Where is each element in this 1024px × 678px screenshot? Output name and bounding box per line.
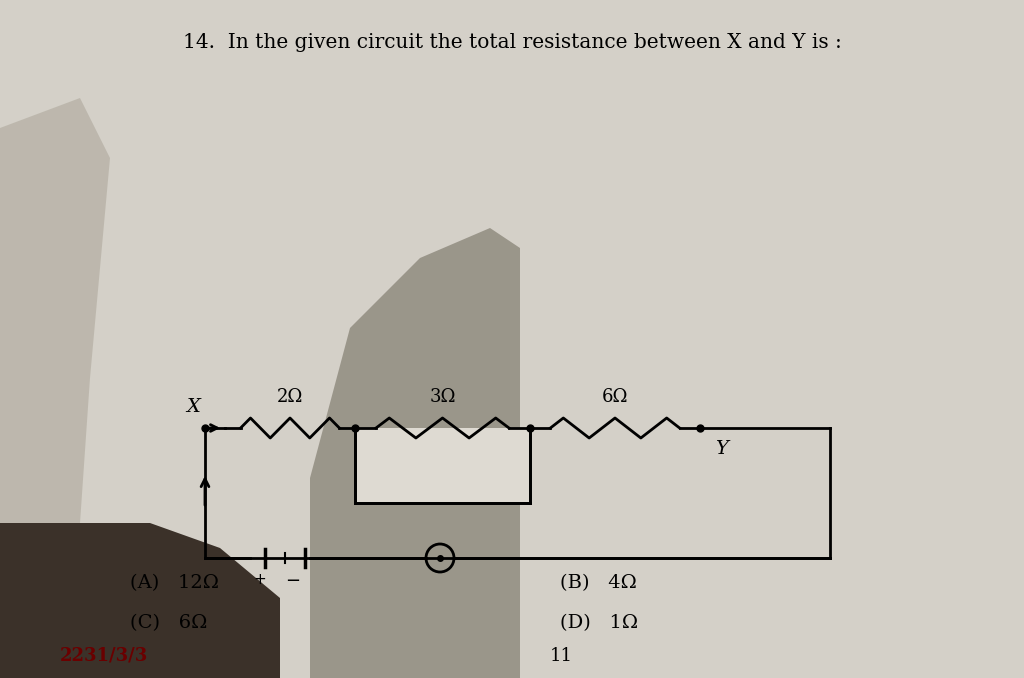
Text: 2231/3/3: 2231/3/3 xyxy=(60,647,148,665)
Text: 6Ω: 6Ω xyxy=(602,388,629,406)
Text: (D)   1Ω: (D) 1Ω xyxy=(560,614,638,632)
Text: Y: Y xyxy=(715,440,728,458)
Text: (C)   6Ω: (C) 6Ω xyxy=(130,614,208,632)
Text: (A)   12Ω: (A) 12Ω xyxy=(130,574,219,592)
Polygon shape xyxy=(310,228,520,678)
Text: 3Ω: 3Ω xyxy=(429,388,456,406)
Bar xyxy=(355,428,530,503)
Text: 11: 11 xyxy=(550,647,573,665)
Text: 14.  In the given circuit the total resistance between X and Y is :: 14. In the given circuit the total resis… xyxy=(182,33,842,52)
Polygon shape xyxy=(0,98,110,523)
Text: X: X xyxy=(186,398,200,416)
Polygon shape xyxy=(0,523,280,678)
Text: 2Ω: 2Ω xyxy=(276,388,303,406)
Text: (B)   4Ω: (B) 4Ω xyxy=(560,574,637,592)
Text: −: − xyxy=(286,572,301,590)
Text: +: + xyxy=(254,572,266,587)
